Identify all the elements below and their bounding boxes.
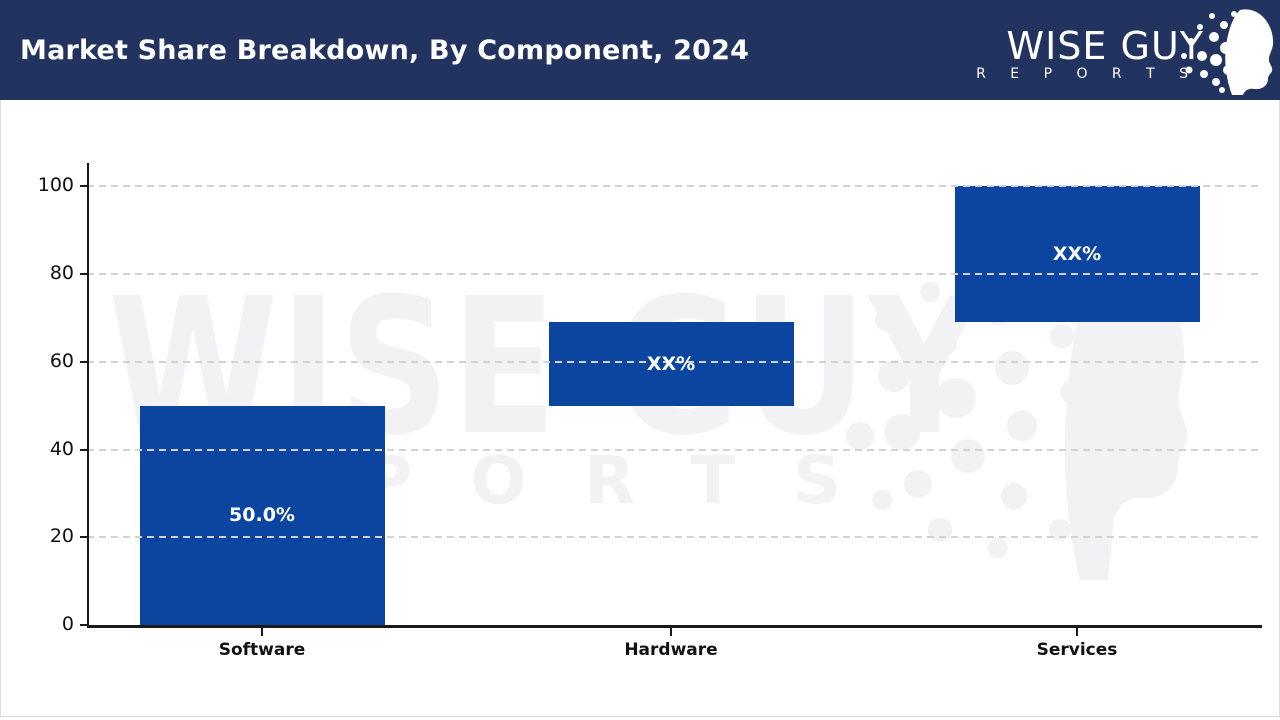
y-axis-line [87, 163, 89, 627]
bar-hardware [548, 322, 794, 406]
y-tick-label: 60 [49, 349, 74, 372]
logo-face-icon [1181, 9, 1274, 96]
gridline-80 [87, 273, 1262, 276]
y-tick-mark-100 [80, 185, 87, 188]
logo-wiseguy-text: WISE GUY [1006, 24, 1204, 68]
y-tick-mark-60 [80, 360, 87, 363]
gridline-100 [87, 185, 1262, 188]
bar-value-label: 50.0% [229, 504, 295, 527]
bar-value-label: XX% [1052, 243, 1102, 266]
y-tick-mark-80 [80, 273, 87, 276]
x-tick-mark-services [1076, 628, 1078, 636]
y-tick-mark-40 [80, 448, 87, 451]
gridline-20 [87, 536, 1262, 539]
y-tick-label: 100 [37, 174, 74, 197]
y-tick-mark-20 [80, 536, 87, 539]
y-tick-label: 0 [61, 613, 74, 635]
x-tick-mark-hardware [670, 628, 672, 636]
gridline-40 [87, 448, 1262, 451]
x-tick-label-services: Services [1036, 640, 1118, 660]
brand-logo: WISE GUY R E P O R T S [976, 0, 1274, 100]
bar-value-label: XX% [646, 353, 696, 376]
gridline-60 [87, 360, 1262, 363]
x-tick-mark-software [261, 628, 263, 636]
y-tick-label: 20 [49, 525, 74, 548]
x-tick-label-software: Software [218, 640, 306, 660]
x-tick-label-hardware: Hardware [624, 640, 718, 660]
logo-reports-text: R E P O R T S [976, 66, 1198, 82]
x-axis-line [87, 625, 1262, 628]
bar-services [954, 186, 1200, 323]
y-tick-mark-0 [80, 624, 87, 626]
plot-area: 0 20 40 60 80 100 50.0% XX% XX% Software Hardware S… [0, 100, 1280, 720]
bar-software [139, 405, 385, 625]
page-title: Market Share Breakdown, By Component, 20… [20, 34, 750, 66]
y-tick-label: 40 [49, 437, 74, 460]
header-bar: Market Share Breakdown, By Component, 20… [0, 0, 1280, 100]
y-tick-label: 80 [49, 262, 74, 285]
